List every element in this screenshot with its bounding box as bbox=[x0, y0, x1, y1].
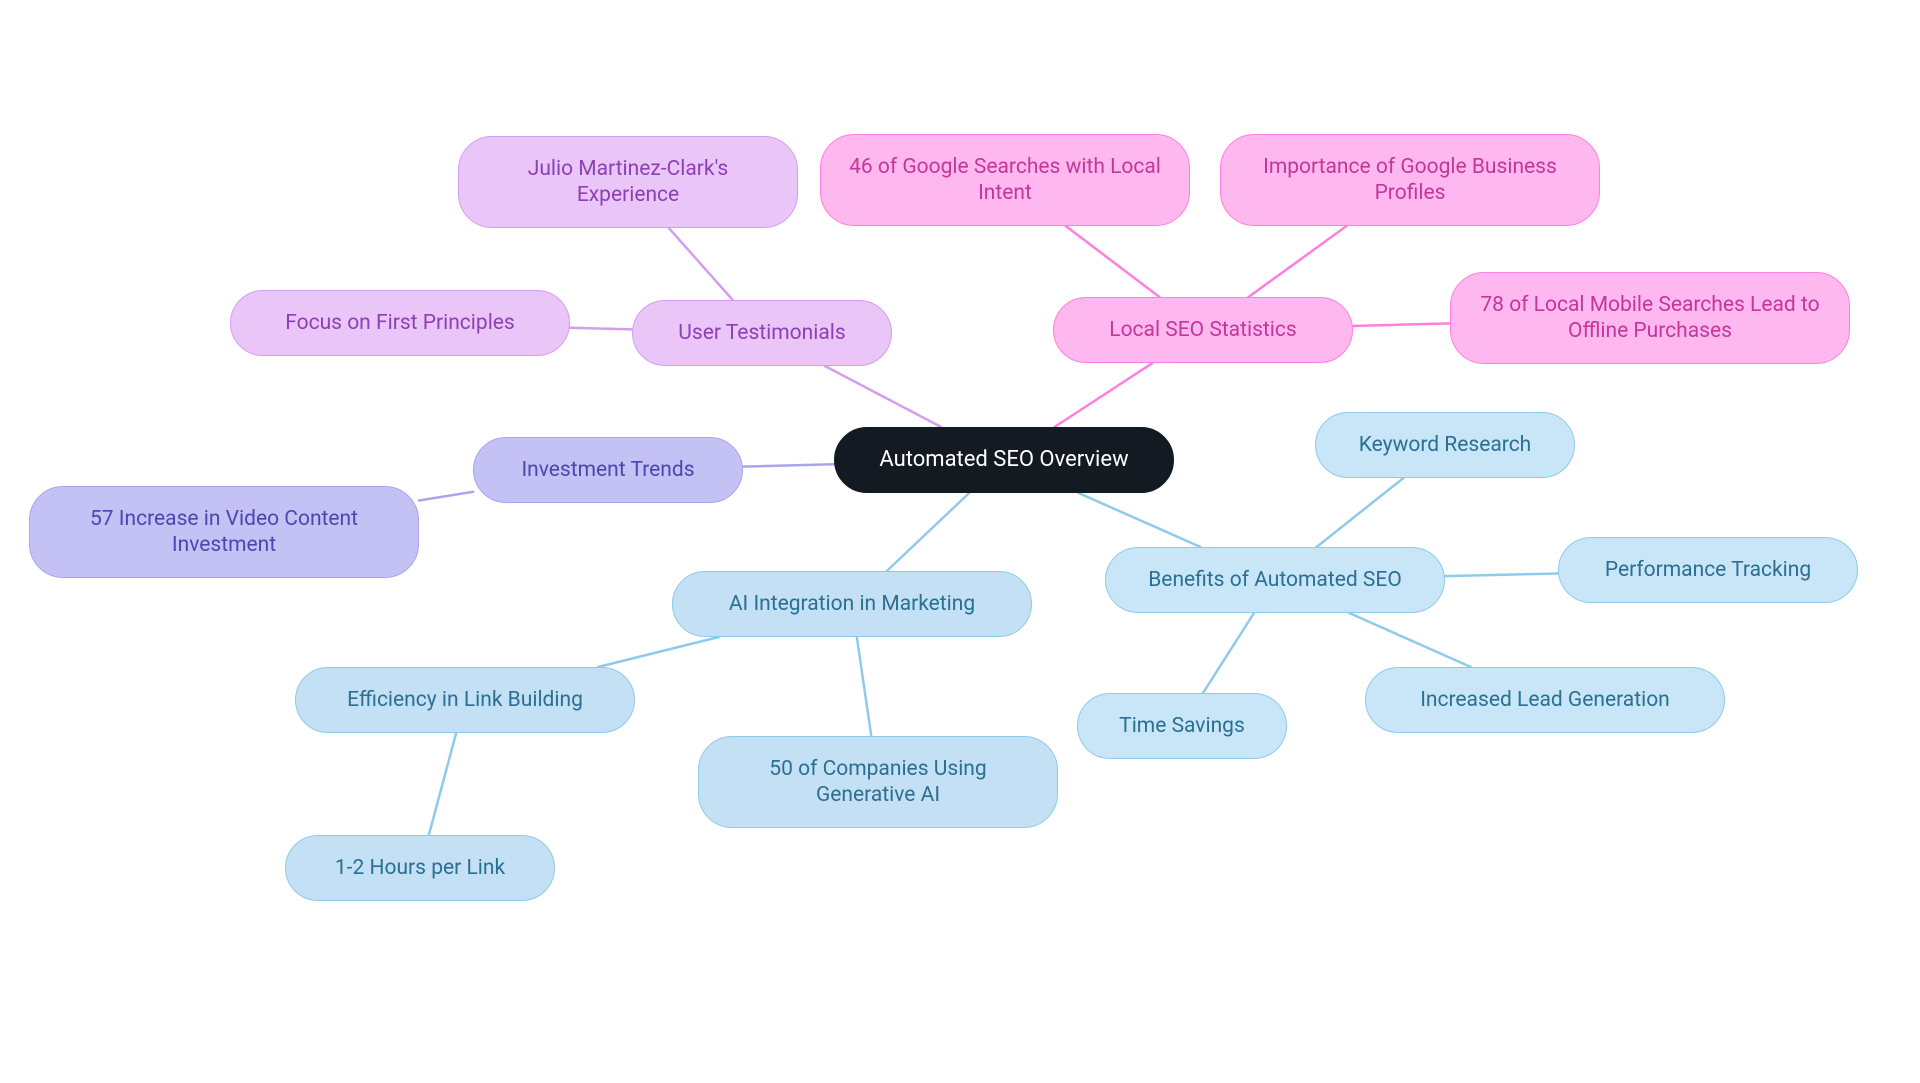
node-perf: Performance Tracking bbox=[1558, 537, 1858, 603]
edge bbox=[743, 464, 834, 466]
edge bbox=[419, 492, 473, 501]
node-label: Performance Tracking bbox=[1605, 557, 1811, 583]
node-label: Time Savings bbox=[1119, 713, 1245, 739]
node-video57: 57 Increase in Video Content Investment bbox=[29, 486, 419, 578]
edge bbox=[1055, 363, 1153, 427]
node-root: Automated SEO Overview bbox=[834, 427, 1174, 493]
node-invest: Investment Trends bbox=[473, 437, 743, 503]
edge bbox=[1445, 573, 1558, 576]
node-label: 46 of Google Searches with Local Intent bbox=[845, 154, 1165, 207]
node-local46: 46 of Google Searches with Local Intent bbox=[820, 134, 1190, 226]
node-label: AI Integration in Marketing bbox=[729, 591, 975, 617]
node-label: Focus on First Principles bbox=[285, 310, 515, 336]
node-linkeff: Efficiency in Link Building bbox=[295, 667, 635, 733]
mindmap-canvas: Automated SEO Overview Benefits of Automa… bbox=[0, 0, 1920, 1083]
node-label: Benefits of Automated SEO bbox=[1148, 567, 1402, 593]
node-label: Julio Martinez-Clark's Experience bbox=[483, 156, 773, 209]
node-leadgen: Increased Lead Generation bbox=[1365, 667, 1725, 733]
edge bbox=[825, 366, 941, 427]
edge bbox=[1249, 226, 1347, 297]
edge bbox=[570, 328, 632, 330]
edge bbox=[1349, 613, 1471, 667]
node-timesav: Time Savings bbox=[1077, 693, 1287, 759]
edge bbox=[669, 228, 733, 300]
edge bbox=[1353, 323, 1450, 326]
node-label: 78 of Local Mobile Searches Lead to Offl… bbox=[1475, 292, 1825, 345]
edge bbox=[429, 733, 456, 835]
node-gbp: Importance of Google Business Profiles bbox=[1220, 134, 1600, 226]
node-label: Investment Trends bbox=[521, 457, 694, 483]
edge bbox=[887, 493, 969, 571]
node-label: Keyword Research bbox=[1359, 432, 1532, 458]
edge bbox=[1317, 478, 1404, 547]
node-testim: User Testimonials bbox=[632, 300, 892, 366]
node-localseo: Local SEO Statistics bbox=[1053, 297, 1353, 363]
node-firstp: Focus on First Principles bbox=[230, 290, 570, 356]
node-benefits: Benefits of Automated SEO bbox=[1105, 547, 1445, 613]
node-label: User Testimonials bbox=[678, 320, 845, 346]
node-julio: Julio Martinez-Clark's Experience bbox=[458, 136, 798, 228]
edge bbox=[1066, 226, 1160, 297]
edge bbox=[857, 637, 871, 736]
edge bbox=[598, 637, 719, 667]
node-label: 1-2 Hours per Link bbox=[335, 855, 505, 881]
node-hours: 1-2 Hours per Link bbox=[285, 835, 555, 901]
edge bbox=[1079, 493, 1201, 547]
node-label: Automated SEO Overview bbox=[879, 446, 1128, 474]
node-label: 57 Increase in Video Content Investment bbox=[54, 506, 394, 559]
node-label: Local SEO Statistics bbox=[1109, 317, 1296, 343]
node-aimktg: AI Integration in Marketing bbox=[672, 571, 1032, 637]
node-label: Efficiency in Link Building bbox=[347, 687, 583, 713]
node-label: 50 of Companies Using Generative AI bbox=[723, 756, 1033, 809]
node-local78: 78 of Local Mobile Searches Lead to Offl… bbox=[1450, 272, 1850, 364]
node-genai50: 50 of Companies Using Generative AI bbox=[698, 736, 1058, 828]
node-label: Importance of Google Business Profiles bbox=[1245, 154, 1575, 207]
edge bbox=[1203, 613, 1254, 693]
node-keyword: Keyword Research bbox=[1315, 412, 1575, 478]
node-label: Increased Lead Generation bbox=[1420, 687, 1670, 713]
